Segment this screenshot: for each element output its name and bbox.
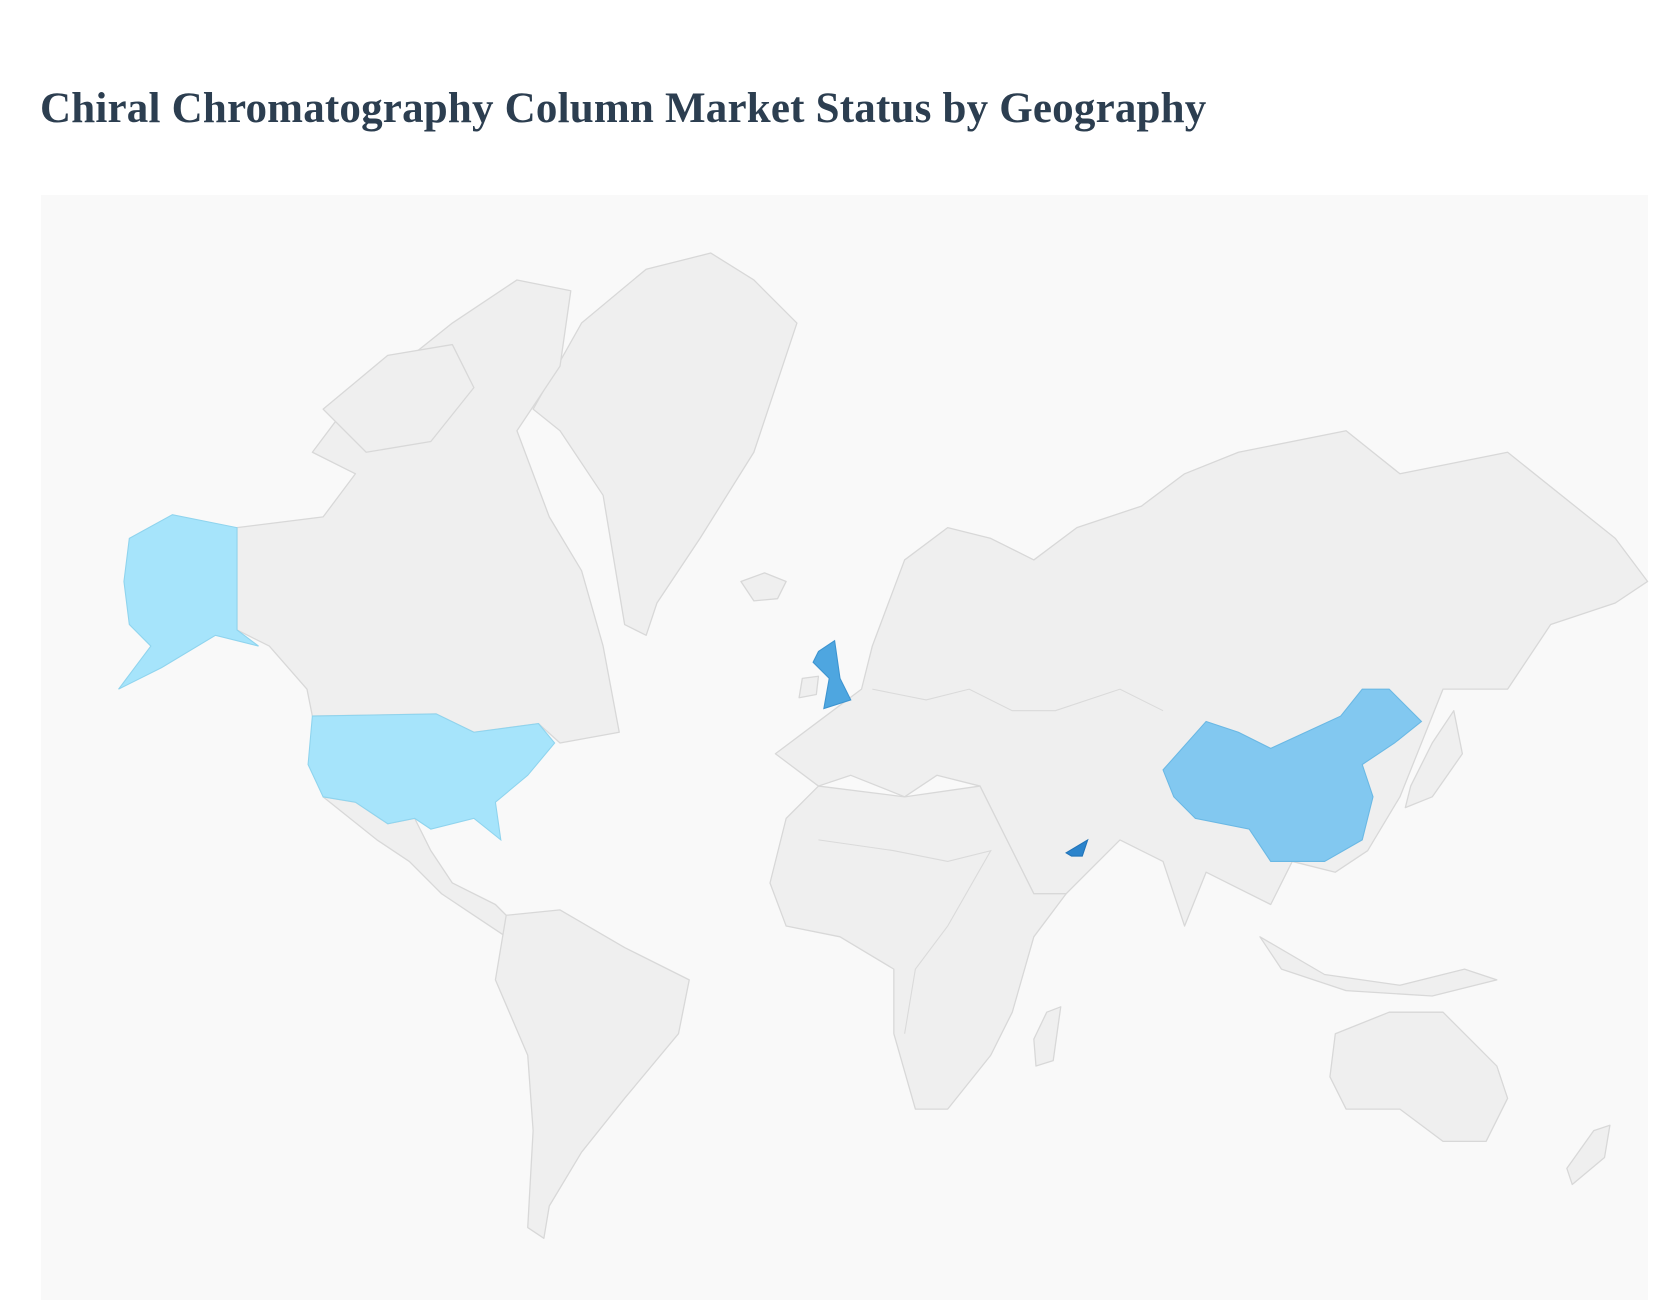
region-new-zealand[interactable]	[1566, 1124, 1611, 1186]
borders-africa	[818, 839, 992, 1034]
region-united-kingdom[interactable]	[812, 639, 852, 710]
region-south-america[interactable]	[494, 909, 690, 1239]
borders-europe	[872, 688, 1164, 712]
page-title: Chiral Chromatography Column Market Stat…	[40, 85, 1207, 132]
region-indonesia[interactable]	[1259, 936, 1498, 997]
region-united-states[interactable]	[307, 713, 556, 842]
region-alaska[interactable]	[118, 514, 259, 690]
region-japan[interactable]	[1404, 710, 1464, 809]
region-australia[interactable]	[1329, 1011, 1509, 1143]
region-canada[interactable]	[236, 279, 620, 744]
region-madagascar[interactable]	[1033, 1006, 1062, 1067]
region-iceland[interactable]	[740, 572, 787, 602]
region-ireland[interactable]	[798, 675, 820, 699]
region-united-arab-emirates[interactable]	[1065, 838, 1089, 857]
region-china[interactable]	[1162, 688, 1423, 862]
region-africa[interactable]	[769, 785, 1067, 1110]
highlighted-regions	[118, 514, 1423, 862]
region-greenland[interactable]	[532, 252, 798, 636]
region-canadian-islands[interactable]	[322, 343, 475, 453]
